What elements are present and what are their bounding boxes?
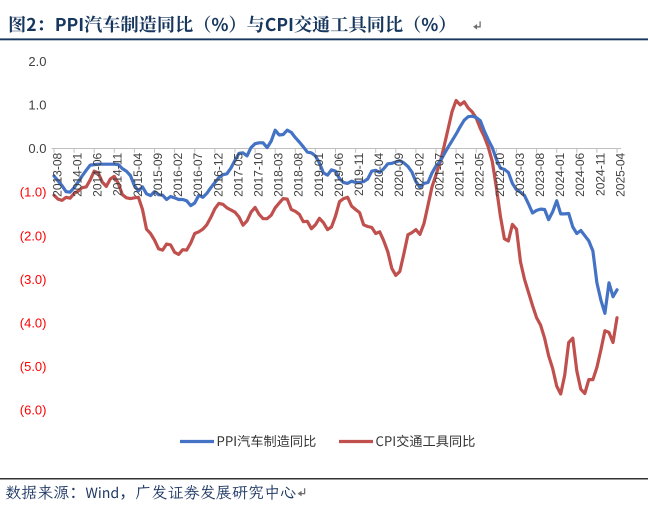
- svg-text:(4.0): (4.0): [20, 316, 47, 331]
- svg-text:2017-10: 2017-10: [252, 152, 266, 196]
- svg-text:2019-06: 2019-06: [332, 152, 346, 196]
- svg-text:2024-01: 2024-01: [553, 152, 567, 196]
- svg-text:2023-03: 2023-03: [513, 152, 527, 196]
- svg-text:2018-03: 2018-03: [272, 152, 286, 196]
- svg-text:2014-01: 2014-01: [71, 152, 85, 196]
- svg-text:2022-05: 2022-05: [473, 152, 487, 196]
- svg-text:2024-06: 2024-06: [573, 152, 587, 196]
- svg-text:(1.0): (1.0): [20, 185, 47, 200]
- svg-text:2017-05: 2017-05: [231, 152, 245, 196]
- svg-text:0.0: 0.0: [28, 141, 46, 156]
- svg-text:2016-07: 2016-07: [191, 152, 205, 196]
- svg-text:2016-12: 2016-12: [211, 152, 225, 196]
- svg-text:2018-08: 2018-08: [292, 152, 306, 196]
- svg-text:2.0: 2.0: [28, 54, 46, 69]
- svg-text:2016-02: 2016-02: [171, 152, 185, 196]
- svg-text:2024-11: 2024-11: [593, 152, 607, 195]
- svg-text:2019-11: 2019-11: [352, 152, 366, 195]
- svg-text:2020-09: 2020-09: [392, 152, 406, 196]
- svg-text:2015-09: 2015-09: [151, 152, 165, 196]
- svg-text:2014-11: 2014-11: [111, 152, 125, 195]
- svg-text:2015-04: 2015-04: [131, 152, 145, 196]
- svg-text:2013-08: 2013-08: [50, 152, 64, 196]
- svg-text:2014-06: 2014-06: [91, 152, 105, 196]
- svg-text:2020-04: 2020-04: [372, 152, 386, 196]
- svg-text:(2.0): (2.0): [20, 228, 47, 243]
- svg-text:2021-07: 2021-07: [432, 152, 446, 196]
- svg-text:2021-12: 2021-12: [453, 152, 467, 196]
- svg-text:1.0: 1.0: [28, 98, 46, 113]
- svg-text:2022-10: 2022-10: [493, 152, 507, 196]
- svg-text:2023-08: 2023-08: [533, 152, 547, 196]
- svg-text:(5.0): (5.0): [20, 359, 47, 374]
- svg-text:(6.0): (6.0): [20, 403, 47, 418]
- svg-text:2019-01: 2019-01: [312, 152, 326, 196]
- svg-text:(3.0): (3.0): [20, 272, 47, 287]
- svg-text:2021-02: 2021-02: [412, 152, 426, 196]
- svg-text:2025-04: 2025-04: [613, 152, 627, 196]
